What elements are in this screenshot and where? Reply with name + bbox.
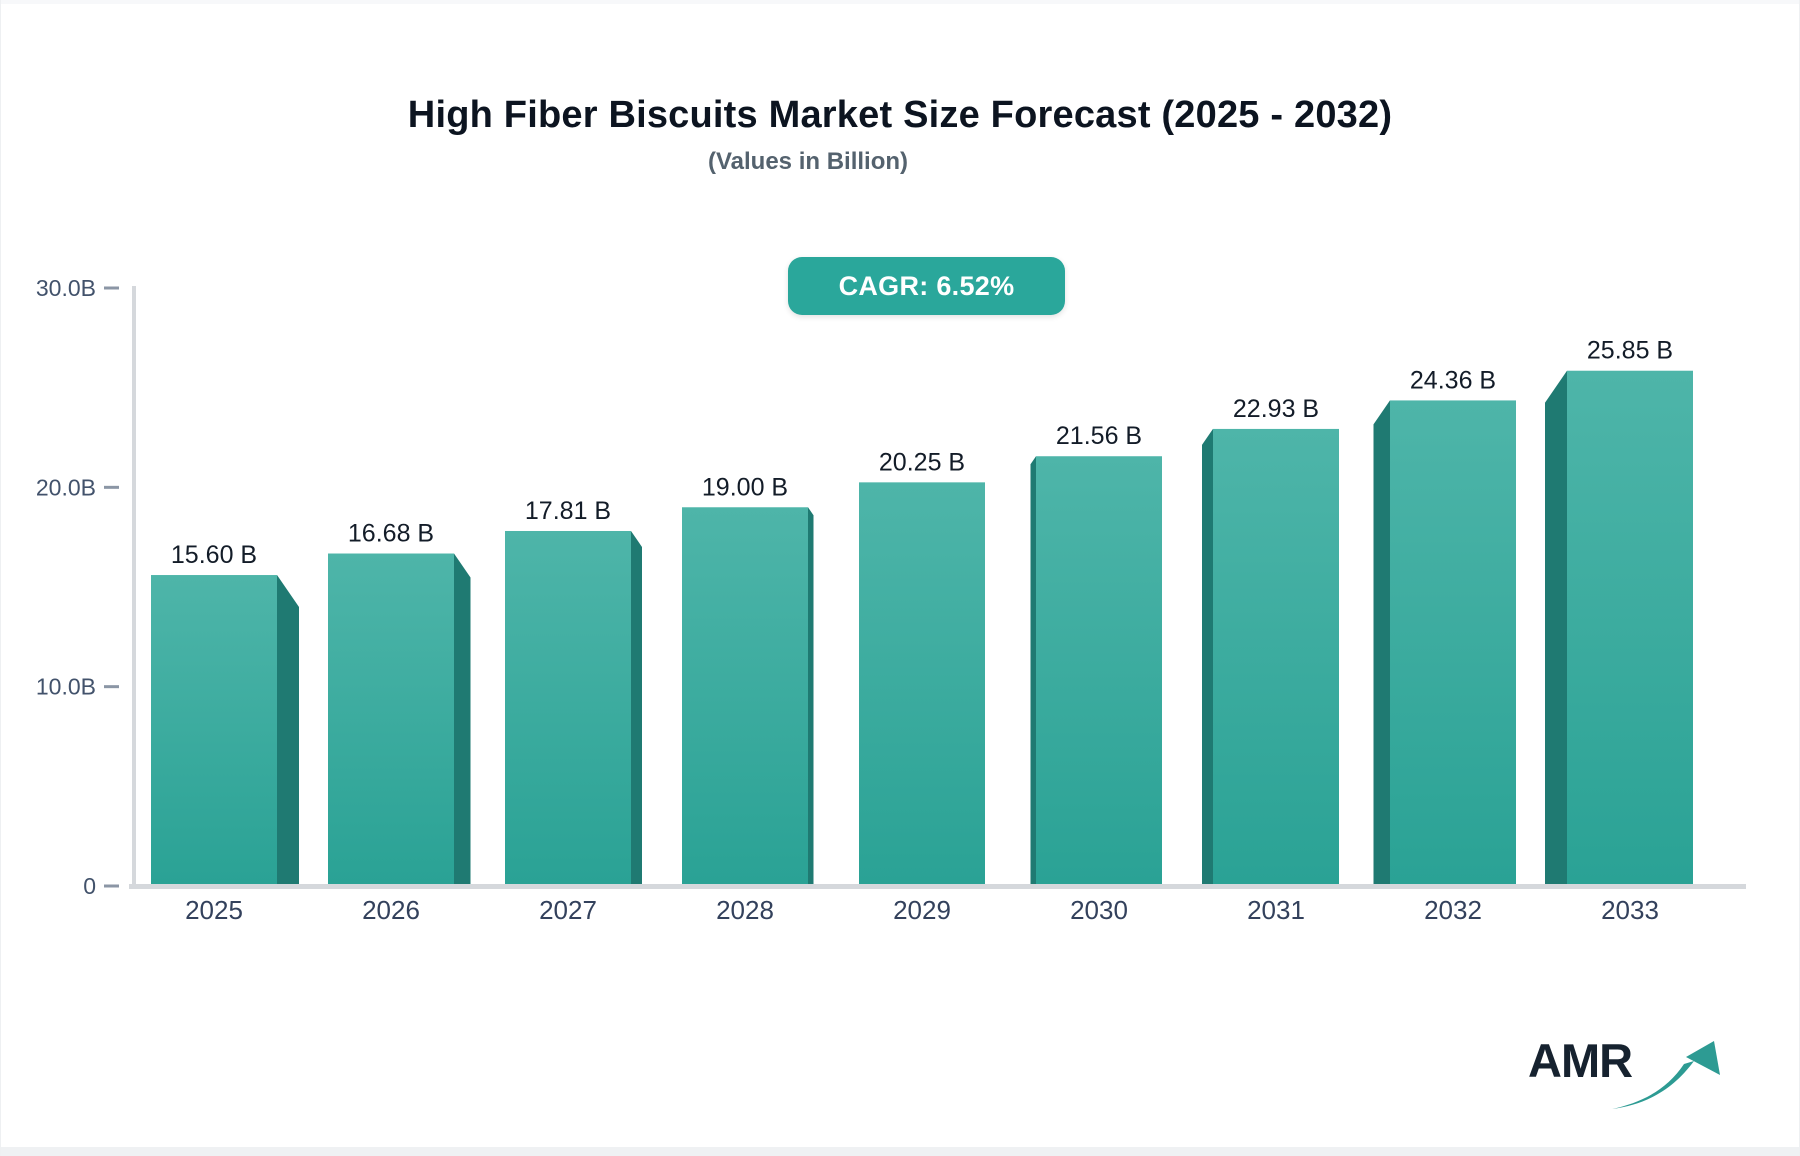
x-axis-label: 2029 [893,895,951,925]
y-axis-label: 10.0B [36,674,96,700]
x-axis-label: 2026 [362,895,420,925]
y-axis-tick [104,485,119,489]
bar-group-2028 [682,507,814,884]
x-axis-label: 2027 [539,895,597,925]
bar-2033 [1567,370,1693,884]
y-axis-tick [104,884,119,888]
bar-value-label: 25.85 B [1587,337,1673,365]
bar-side [1202,428,1213,884]
bar-side [277,575,299,884]
bar-side [631,530,642,884]
y-axis-tick [104,685,119,689]
bar-2028 [682,507,808,884]
amr-logo: AMR [1528,1033,1720,1113]
x-axis-line [129,884,1746,889]
bottom-edge-divider [1,1147,1799,1156]
x-axis-label: 2025 [185,895,243,925]
bar-value-label: 22.93 B [1233,395,1319,423]
y-axis-tick [104,286,119,290]
bar-group-2032 [1373,400,1516,884]
x-axis-label: 2033 [1601,895,1659,925]
bar-value-label: 19.00 B [702,473,788,501]
y-axis-label: 30.0B [36,275,96,301]
y-axis-label: 0 [83,873,96,899]
bar-2025 [151,575,277,884]
growth-arrow-icon [1612,1041,1720,1109]
bar-group-2029 [859,482,985,884]
bar-group-2031 [1202,428,1339,884]
bar-group-2027 [505,530,642,884]
chart-subtitle: (Values in Billion) [707,148,909,175]
y-axis-label: 20.0B [36,474,96,500]
bar-2029 [859,482,985,884]
cagr-badge: CAGR: 6.52% [788,257,1065,315]
bar-group-2025 [151,575,299,884]
bar-2032 [1390,400,1516,884]
x-axis-label: 2028 [716,895,774,925]
bar-side [808,507,814,884]
bar-value-label: 24.36 B [1410,366,1496,394]
bar-side [1373,400,1390,884]
bar-side [1030,456,1036,884]
bar-group-2026 [328,553,471,884]
bar-2030 [1036,456,1162,884]
x-axis-label: 2031 [1247,895,1305,925]
bar-value-label: 17.81 B [525,497,611,525]
bar-value-label: 20.25 B [879,448,965,476]
bar-value-label: 21.56 B [1056,422,1142,450]
top-edge-divider [1,0,1799,4]
x-axis-label: 2032 [1424,895,1482,925]
bar-side [1545,370,1567,884]
bar-2027 [505,530,631,884]
bar-group-2033 [1545,370,1693,884]
bar-value-label: 15.60 B [171,541,257,569]
chart-title: High Fiber Biscuits Market Size Forecast… [407,94,1393,136]
bar-2031 [1213,428,1339,884]
bar-group-2030 [1030,456,1162,884]
cagr-badge-label: CAGR: 6.52% [838,270,1015,301]
bar-2026 [328,553,454,884]
bar-value-label: 16.68 B [348,520,434,548]
bar-side [454,553,471,884]
amr-logo-text: AMR [1528,1034,1633,1087]
x-axis-label: 2030 [1070,895,1128,925]
y-axis-line [132,286,136,889]
